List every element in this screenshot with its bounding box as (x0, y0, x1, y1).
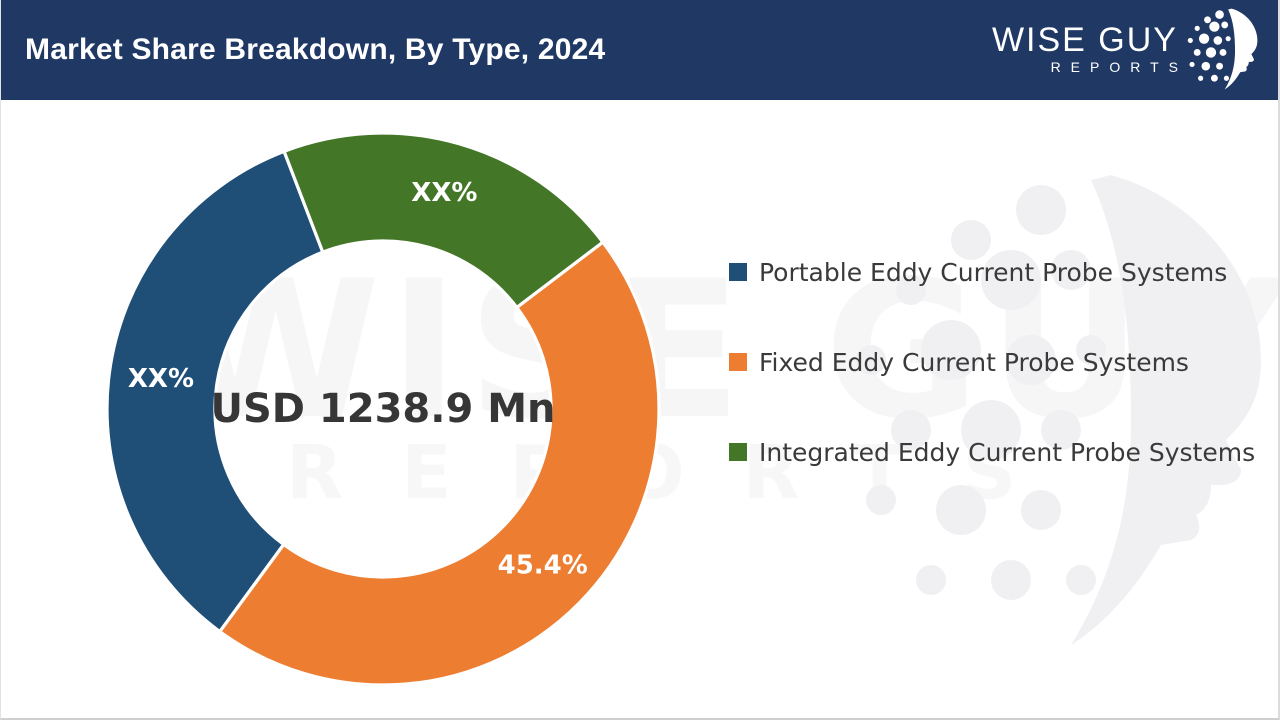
legend-label: Fixed Eddy Current Probe Systems (759, 347, 1189, 377)
legend-item-1: Fixed Eddy Current Probe Systems (729, 347, 1255, 377)
brand-logo-text: WISE GUY REPORTS (992, 22, 1178, 76)
donut-chart: XX% 45.4% XX% (83, 109, 683, 709)
chart-center-value: USD 1238.9 Mn (210, 386, 556, 432)
header-bar: Market Share Breakdown, By Type, 2024 WI… (1, 0, 1278, 100)
brand-logo: WISE GUY REPORTS (992, 6, 1266, 92)
chart-legend: Portable Eddy Current Probe Systems Fixed… (729, 258, 1255, 528)
wiseguy-face-icon (1187, 8, 1258, 90)
slice-label-1: 45.4% (498, 551, 588, 581)
legend-swatch-icon (729, 353, 747, 371)
donut-slice-2 (282, 131, 606, 310)
brand-subname: REPORTS (1050, 59, 1188, 75)
legend-swatch-icon (729, 443, 747, 461)
slice-label-2: XX% (411, 178, 477, 208)
brand-name: WISE GUY (991, 21, 1178, 59)
legend-item-0: Portable Eddy Current Probe Systems (729, 257, 1255, 287)
slice-label-0: XX% (128, 364, 194, 394)
legend-swatch-icon (729, 263, 747, 281)
donut-slice-1 (217, 239, 661, 687)
legend-label: Portable Eddy Current Probe Systems (759, 257, 1228, 287)
page-title: Market Share Breakdown, By Type, 2024 (25, 33, 606, 66)
donut-slice-0 (105, 149, 325, 634)
legend-label: Integrated Eddy Current Probe Systems (759, 437, 1256, 467)
legend-item-2: Integrated Eddy Current Probe Systems (729, 437, 1256, 467)
